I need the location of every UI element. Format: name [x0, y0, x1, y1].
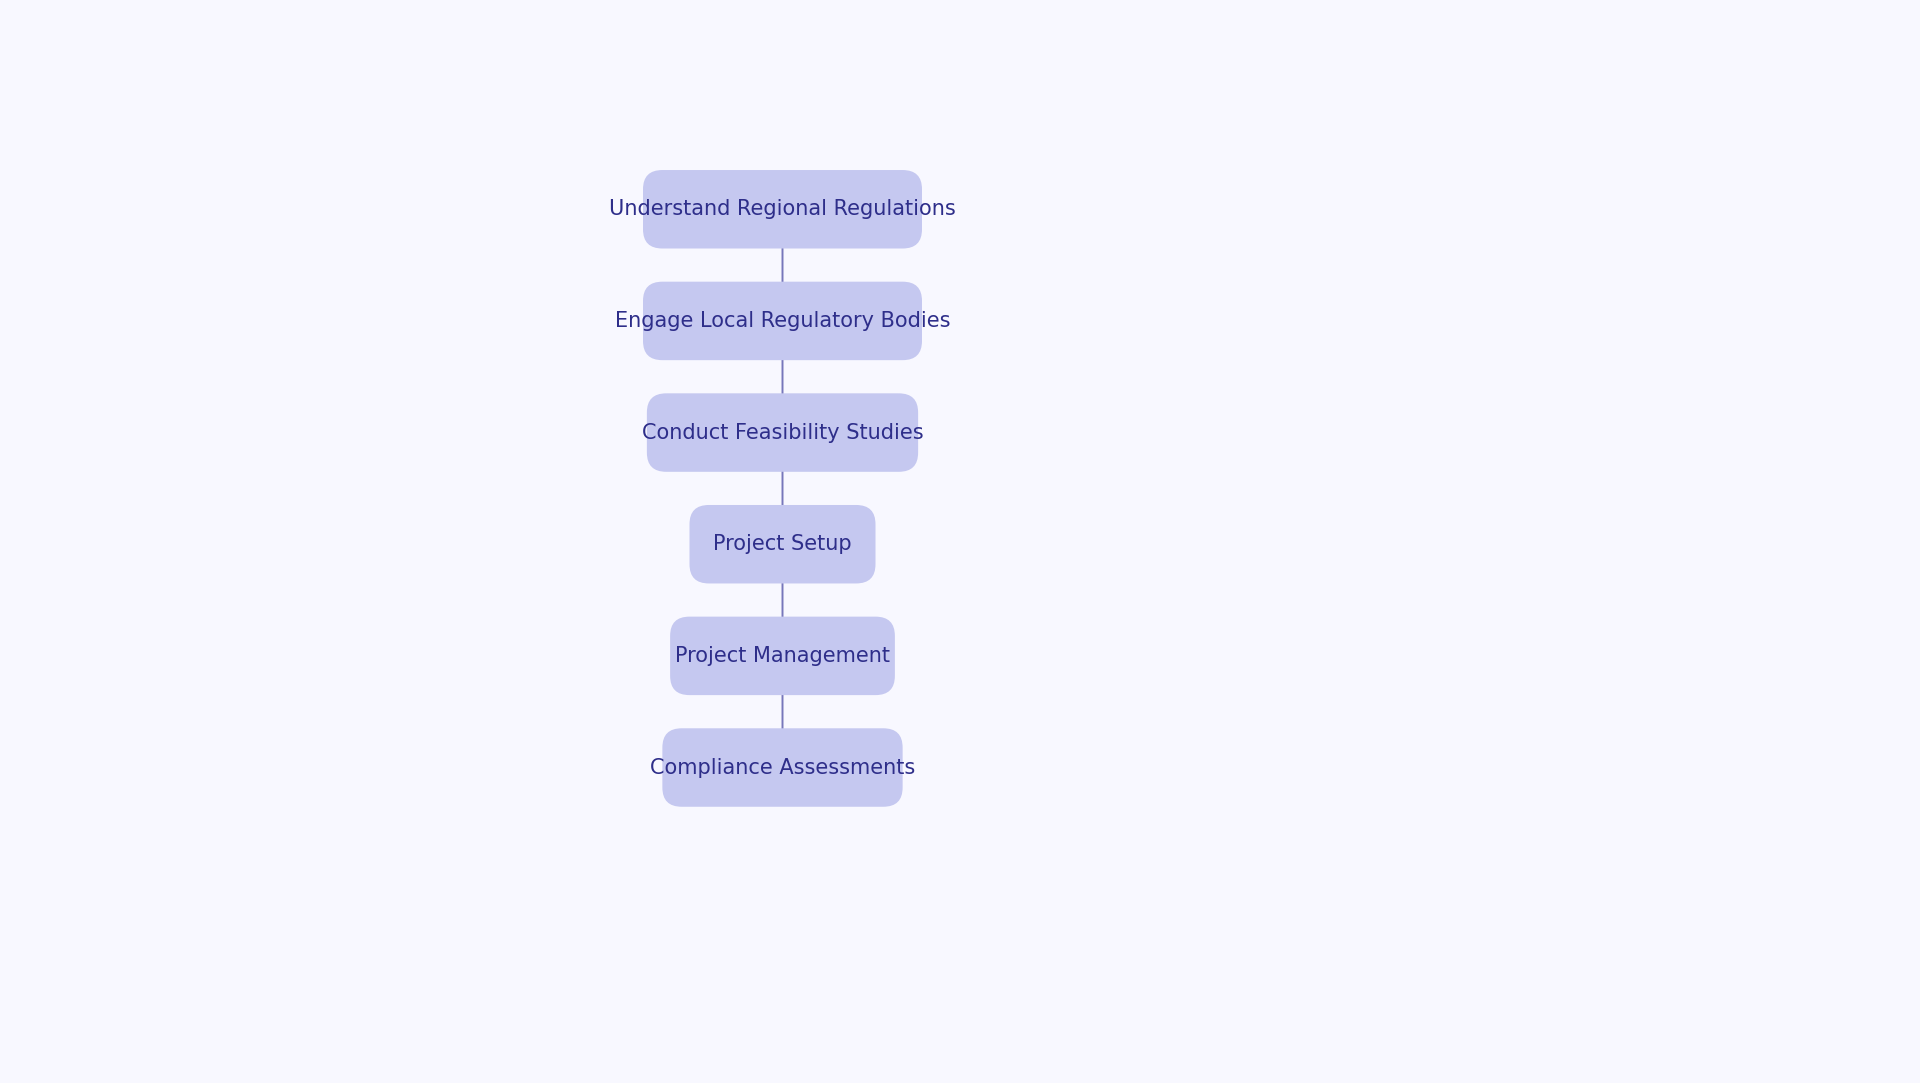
FancyBboxPatch shape — [643, 282, 922, 361]
Text: Understand Regional Regulations: Understand Regional Regulations — [609, 199, 956, 219]
Text: Project Setup: Project Setup — [712, 534, 852, 554]
FancyBboxPatch shape — [647, 393, 918, 472]
FancyBboxPatch shape — [643, 170, 922, 248]
FancyBboxPatch shape — [670, 616, 895, 695]
FancyBboxPatch shape — [662, 728, 902, 807]
Text: Engage Local Regulatory Bodies: Engage Local Regulatory Bodies — [614, 311, 950, 331]
Text: Compliance Assessments: Compliance Assessments — [649, 757, 916, 778]
Text: Conduct Feasibility Studies: Conduct Feasibility Studies — [641, 422, 924, 443]
Text: Project Management: Project Management — [676, 645, 891, 666]
FancyBboxPatch shape — [689, 505, 876, 584]
